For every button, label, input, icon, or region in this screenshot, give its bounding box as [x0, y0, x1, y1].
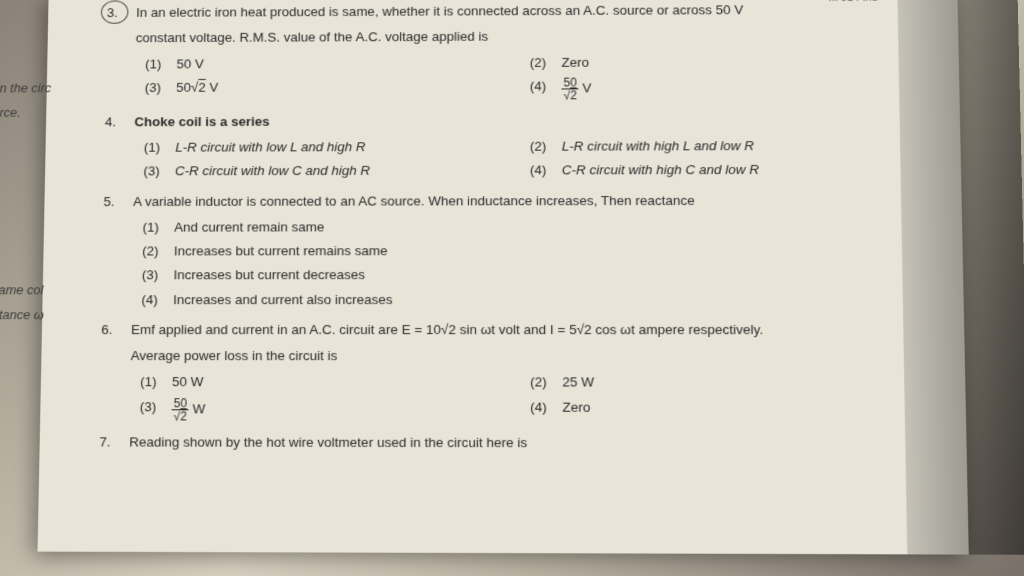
- q4-o1n: (1): [144, 138, 168, 158]
- qnum-4: 4.: [105, 112, 116, 132]
- q5-o3n: (3): [142, 266, 166, 286]
- q5-o2n: (2): [142, 242, 166, 262]
- q5-options: (1) And current remain same (2) Increases …: [141, 216, 903, 310]
- q6-o2: 25 W: [562, 373, 594, 393]
- q4-text: Choke coil is a series: [134, 110, 900, 132]
- question-6: 6. Emf applied and current in an A.C. ci…: [130, 320, 905, 423]
- qnum-6: 6.: [101, 320, 113, 340]
- q6-text2: Average power loss in the circuit is: [130, 346, 903, 367]
- q3-o2: Zero: [561, 53, 589, 73]
- margin-note-3: the same col: [0, 280, 44, 299]
- q5-text: A variable inductor is connected to an A…: [133, 190, 901, 212]
- question-5: 5. A variable inductor is connected to a…: [131, 190, 903, 310]
- q5-o1n: (1): [142, 218, 166, 238]
- q6-o1n: (1): [140, 372, 164, 392]
- qnum-7: 7.: [99, 432, 111, 452]
- q5-opt4: (4) Increases and current also increases: [141, 289, 903, 310]
- q6-opt2: (2) 25 W: [530, 373, 904, 394]
- q3-o3n: (3): [145, 78, 169, 103]
- q6-o4n: (4): [530, 397, 554, 422]
- q4-opt4: (4) C-R circuit with high C and low R: [530, 160, 901, 181]
- q6-o4: Zero: [562, 397, 590, 422]
- q4-o4n: (4): [530, 161, 554, 181]
- q6-o1: 50 W: [172, 372, 204, 392]
- question-7: 7. Reading shown by the hot wire voltmet…: [129, 432, 905, 454]
- q5-opt1: (1) And current remain same: [142, 216, 901, 237]
- q5-opt3: (3) Increases but current decreases: [142, 265, 903, 286]
- q4-o3: C-R circuit with low C and high R: [175, 161, 370, 181]
- q6-o3n: (3): [140, 397, 164, 422]
- q6-options: (1) 50 W (2) 25 W (3) 50√2 W (4) Zero: [140, 372, 905, 422]
- q7-text: Reading shown by the hot wire voltmeter …: [129, 432, 905, 454]
- q4-o2n: (2): [530, 137, 554, 157]
- q3-o3: 50√2 V: [176, 78, 218, 103]
- q3-o1n: (1): [145, 54, 169, 74]
- q4-o2: L-R circuit with high L and low R: [562, 136, 755, 157]
- q3-options: (1) 50 V (2) Zero (3) 50√2 V (4) 50√2 V: [145, 51, 900, 102]
- q6-text1: Emf applied and current in an A.C. circu…: [131, 320, 904, 340]
- q4-options: (1) L-R circuit with low L and high R (2)…: [143, 136, 900, 182]
- q3-o4: 50√2 V: [562, 76, 592, 101]
- q6-opt3: (3) 50√2 W: [140, 397, 511, 423]
- q5-o1: And current remain same: [174, 217, 324, 237]
- q5-o2: Increases but current remains same: [174, 241, 388, 261]
- page-surface: ... 91 Find When the circ urce. the same…: [38, 0, 969, 555]
- margin-note-1: When the circ: [0, 79, 51, 98]
- q5-o4n: (4): [141, 290, 165, 310]
- q4-o3n: (3): [143, 162, 167, 182]
- question-4: 4. Choke coil is a series (1)L-R circuit…: [133, 110, 900, 182]
- q6-o3: 50√2 W: [171, 397, 205, 422]
- q4-o4: C-R circuit with high C and low R: [562, 160, 759, 181]
- q3-o2n: (2): [530, 53, 554, 73]
- qnum-3: 3.: [107, 3, 118, 23]
- q4-opt2: (2) L-R circuit with high L and low R: [530, 136, 900, 157]
- q4-o1: L-R circuit with low L and high R: [175, 137, 365, 157]
- q3-text2: constant voltage. R.M.S. value of the A.…: [136, 25, 899, 48]
- q6-opt1: (1) 50 W: [140, 372, 510, 393]
- q3-opt3: (3) 50√2 V: [145, 77, 510, 103]
- left-margin-notes: When the circ urce. the same col e react…: [3, 0, 83, 552]
- page-right-shadow: [897, 0, 1024, 555]
- q6-o2n: (2): [530, 373, 554, 393]
- q3-text1: In an electric iron heat produced is sam…: [136, 0, 898, 23]
- qnum-5: 5.: [103, 192, 114, 212]
- q3-opt4: (4) 50√2 V: [530, 75, 900, 101]
- q5-opt2: (2) Increases but current remains same: [142, 241, 902, 262]
- margin-note-4: e reactance ω: [0, 305, 44, 324]
- question-3: 3. In an electric iron heat produced is …: [135, 0, 900, 102]
- q3-opt1: (1) 50 V: [145, 53, 510, 74]
- q3-o1: 50 V: [176, 54, 204, 74]
- q3-o4n: (4): [530, 76, 554, 101]
- q6-opt4: (4) Zero: [530, 397, 905, 423]
- q5-o3: Increases but current decreases: [173, 265, 365, 285]
- q5-o4: Increases and current also increases: [173, 290, 393, 310]
- q4-opt1: (1) L-R circuit with low L and high R: [144, 137, 510, 158]
- q3-opt2: (2) Zero: [530, 51, 899, 72]
- margin-note-2: urce.: [0, 103, 21, 122]
- q4-opt3: (3) C-R circuit with low C and high R: [143, 161, 510, 182]
